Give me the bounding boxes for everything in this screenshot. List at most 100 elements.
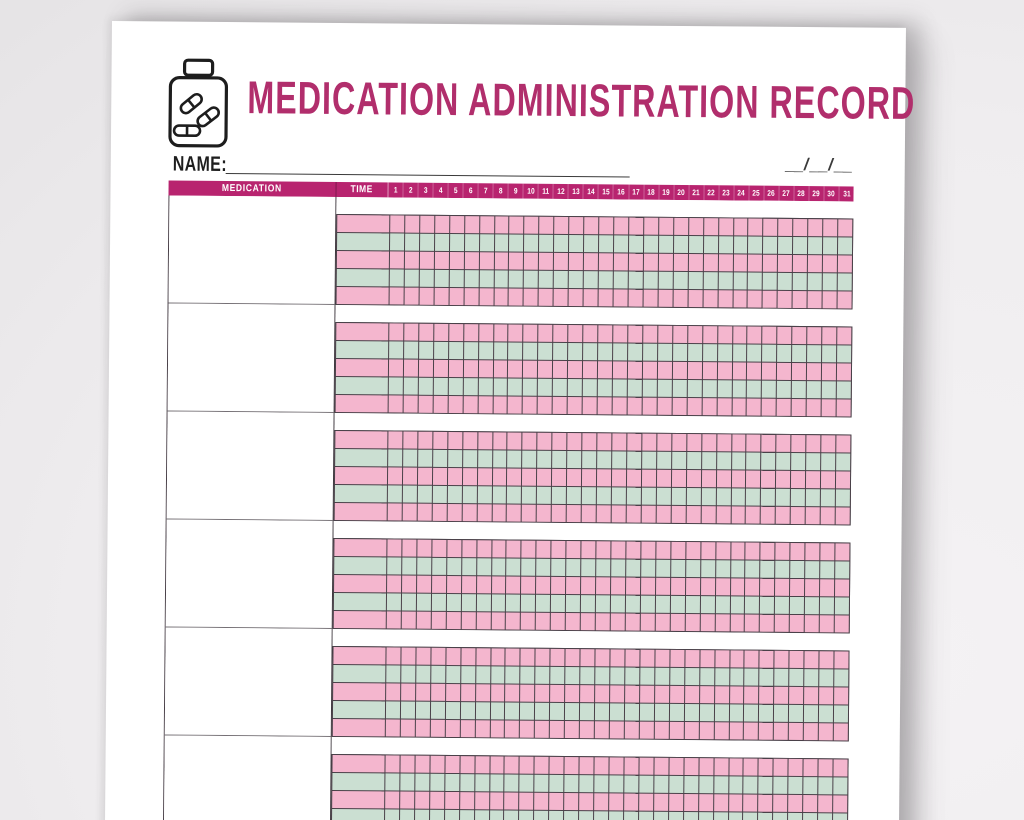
day-cell <box>717 380 732 398</box>
day-cell <box>508 324 523 342</box>
day-cell <box>509 252 524 270</box>
day-header: 21 <box>688 185 704 201</box>
day-cell <box>639 703 654 721</box>
day-cell <box>479 288 494 306</box>
day-cell <box>419 251 434 269</box>
day-cell <box>789 614 805 633</box>
day-cell <box>523 324 538 342</box>
day-header: 26 <box>763 185 779 201</box>
day-cell <box>835 561 850 579</box>
day-cell <box>748 272 763 290</box>
day-cell <box>789 686 804 705</box>
day-cell <box>550 612 566 630</box>
day-cell <box>539 216 554 234</box>
day-cell <box>818 759 833 777</box>
day-cell <box>836 435 851 453</box>
day-cell <box>643 235 658 253</box>
day-cell <box>387 467 403 485</box>
day-cell <box>836 363 852 381</box>
day-cell <box>700 650 715 668</box>
day-cell <box>388 377 403 395</box>
day-header: 28 <box>793 185 809 202</box>
day-cell <box>459 810 474 820</box>
day-cell <box>553 360 568 378</box>
day-cell <box>793 254 808 273</box>
schedule-grid <box>335 213 854 310</box>
day-cell <box>581 541 596 559</box>
day-cell <box>567 486 582 505</box>
day-cell <box>478 324 493 342</box>
day-cell <box>404 323 419 341</box>
day-cell <box>537 396 553 414</box>
day-cell <box>418 359 433 377</box>
day-cell <box>401 665 416 683</box>
day-cell <box>657 397 672 415</box>
day-cell <box>403 431 418 449</box>
day-cell <box>745 614 760 632</box>
day-cell <box>419 233 434 251</box>
day-cell <box>821 435 836 453</box>
day-cell <box>624 775 639 793</box>
day-cell <box>449 269 464 288</box>
day-cell <box>702 344 717 362</box>
day-cell <box>778 236 793 254</box>
day-cell <box>670 595 685 614</box>
day-cell <box>477 432 492 450</box>
day-cell <box>627 451 642 469</box>
day-cell <box>461 558 476 576</box>
day-cell <box>523 360 538 378</box>
day-cell <box>433 431 448 449</box>
day-cell <box>821 471 836 489</box>
day-cell <box>566 558 581 577</box>
day-cell <box>642 361 657 379</box>
time-cell <box>332 754 385 773</box>
day-cell <box>732 380 747 398</box>
day-cell <box>774 704 789 722</box>
day-cell <box>505 648 520 666</box>
day-cell <box>655 649 670 667</box>
day-cell <box>717 398 732 416</box>
day-cell <box>744 686 759 704</box>
day-cell <box>494 216 509 234</box>
day-cell <box>553 270 569 288</box>
day-cell <box>760 596 775 614</box>
day-cell <box>819 669 834 687</box>
day-cell <box>716 470 731 488</box>
day-cell <box>568 360 583 379</box>
day-cell <box>656 541 671 559</box>
day-cell <box>773 758 788 776</box>
day-cell <box>760 578 775 596</box>
day-cell <box>403 377 418 395</box>
day-cell <box>807 363 822 381</box>
day-cell <box>804 615 819 633</box>
time-cell <box>334 574 387 593</box>
day-cell <box>758 794 773 812</box>
day-header: 5 <box>447 182 463 199</box>
day-cell <box>628 289 643 307</box>
day-cell <box>493 360 508 378</box>
day-cell <box>509 216 524 234</box>
day-cell <box>583 361 598 379</box>
day-cell <box>730 560 745 578</box>
day-cell <box>490 648 506 666</box>
day-cell <box>597 433 612 451</box>
day-cell <box>713 812 728 820</box>
day-cell <box>732 362 747 380</box>
day-cell <box>387 539 402 557</box>
day-cell <box>489 774 504 792</box>
day-cell <box>460 702 475 720</box>
day-header: 15 <box>597 184 614 200</box>
day-cell <box>584 217 599 235</box>
day-cell <box>464 252 479 270</box>
day-cell <box>446 575 461 594</box>
medication-block <box>165 519 851 634</box>
day-cell <box>434 215 450 233</box>
day-cell <box>789 704 804 723</box>
day-cell <box>805 489 821 507</box>
day-cell <box>685 614 700 632</box>
day-cell <box>715 578 730 596</box>
day-cell <box>418 341 434 359</box>
day-cell <box>519 810 534 820</box>
day-cell <box>686 488 701 506</box>
